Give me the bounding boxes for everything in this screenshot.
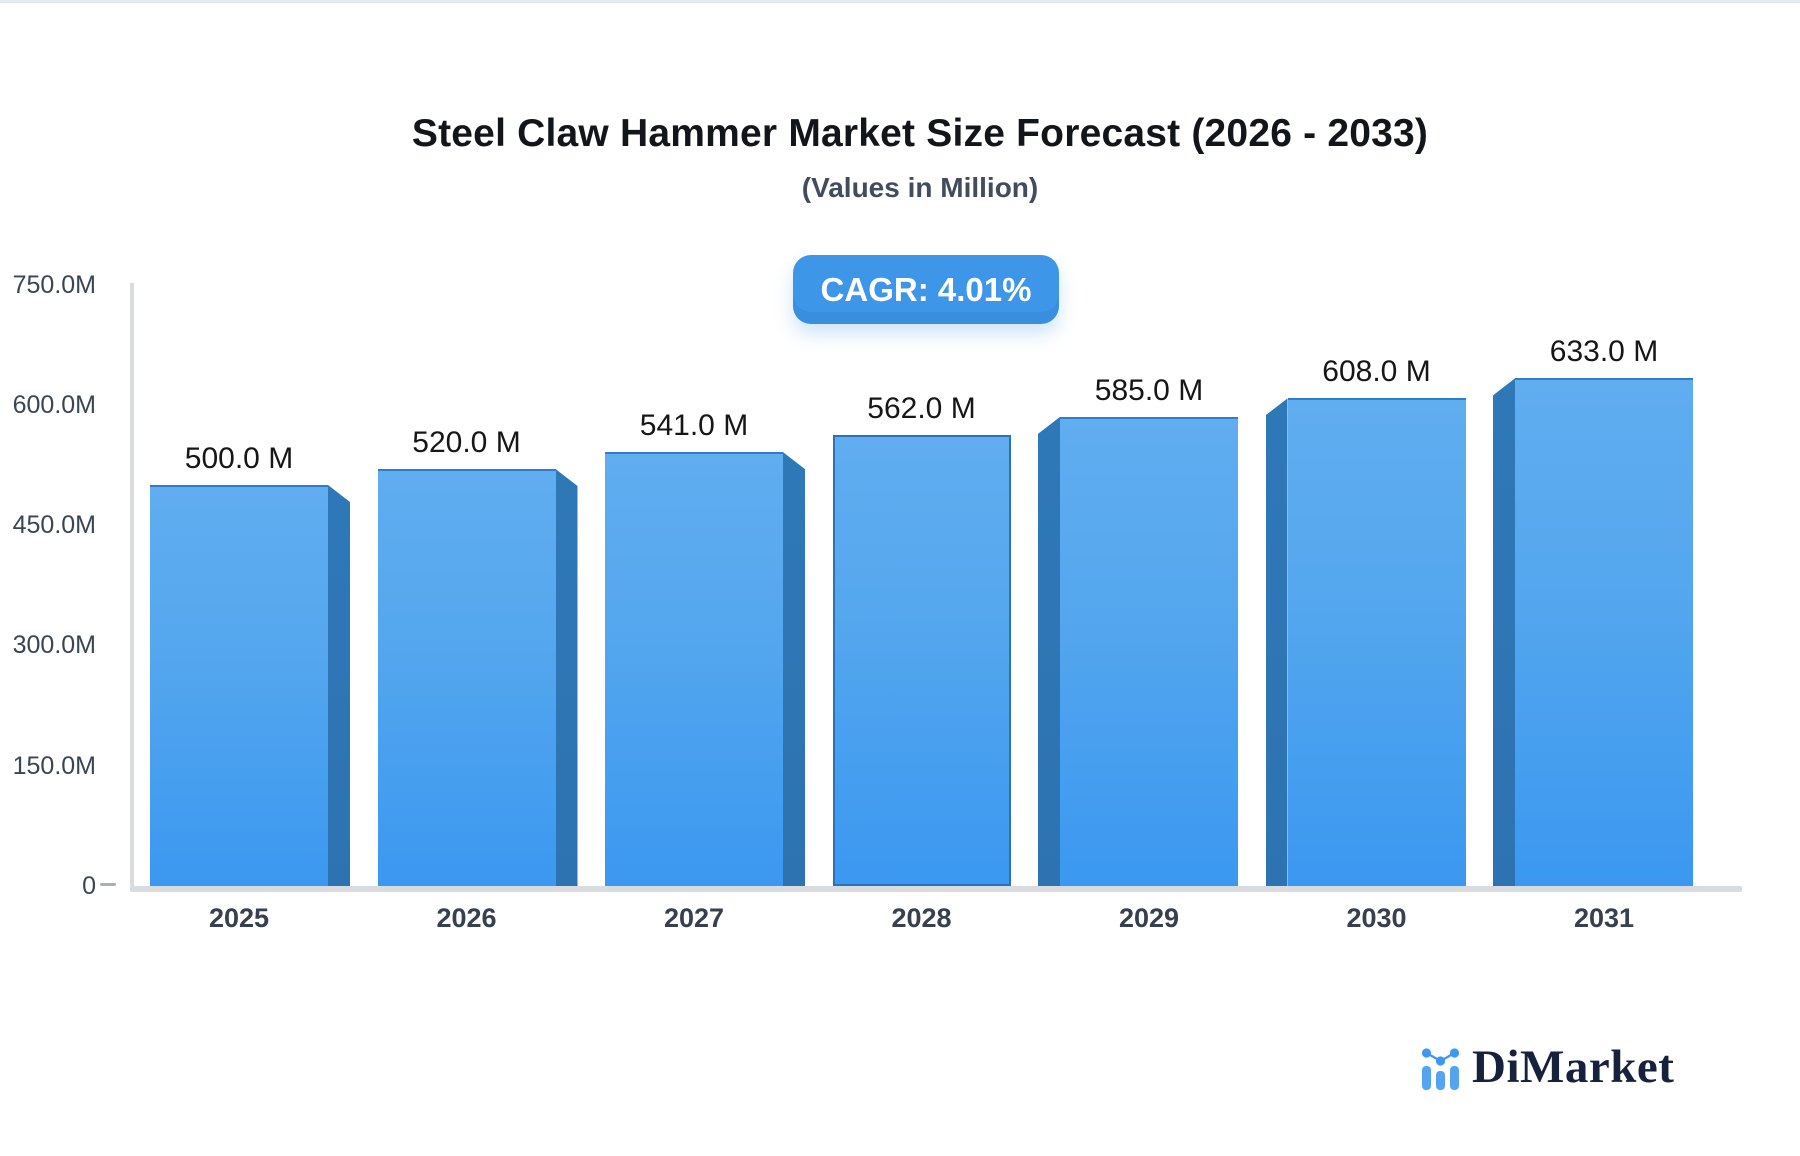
- bar-2027-3d-side: [783, 452, 805, 886]
- bar-2029[interactable]: [1060, 416, 1238, 886]
- chart-header: Steel Claw Hammer Market Size Forecast (…: [60, 0, 1780, 208]
- y-axis-label-150.0M: 150.0M: [12, 751, 96, 780]
- bar-2030-3d-side: [1265, 398, 1288, 886]
- y-axis-label-600.0M: 600.0M: [12, 390, 96, 419]
- x-axis-label-2026: 2026: [436, 903, 497, 933]
- bar-2027[interactable]: [605, 452, 783, 886]
- chart-subtitle: (Values in Million): [801, 172, 1039, 203]
- brand-logo: DiMarket: [1420, 1040, 1674, 1092]
- y-axis-zero-tick: [100, 883, 116, 886]
- chart-title: Steel Claw Hammer Market Size Forecast (…: [411, 112, 1429, 155]
- y-axis-label-450.0M: 450.0M: [12, 511, 96, 540]
- brand-name: DiMarket: [1472, 1041, 1675, 1093]
- page-top-border: [0, 0, 1800, 3]
- bar-value-2025: 500.0 M: [184, 442, 294, 475]
- x-axis-label-2029: 2029: [1118, 903, 1180, 933]
- bar-value-2026: 520.0 M: [412, 425, 521, 459]
- bar-2025-3d-side: [328, 485, 350, 886]
- y-axis-label-0: 0: [82, 872, 96, 900]
- y-axis-label-750.0M: 750.0M: [12, 270, 96, 299]
- cagr-badge: CAGR: 4.01%: [793, 255, 1059, 324]
- bar-2031[interactable]: [1515, 378, 1693, 886]
- y-axis-line: [130, 283, 134, 886]
- x-axis-label-2025: 2025: [208, 903, 270, 933]
- x-axis-label-2027: 2027: [663, 903, 725, 933]
- bar-value-2029: 585.0 M: [1094, 373, 1204, 407]
- x-axis-baseline: [130, 886, 1742, 892]
- x-axis-label-2028: 2028: [891, 903, 952, 933]
- x-axis-label-2031: 2031: [1573, 903, 1635, 933]
- bar-2026[interactable]: [377, 468, 556, 886]
- bar-2028[interactable]: [832, 435, 1011, 886]
- bar-2025[interactable]: [150, 485, 328, 886]
- bar-2029-3d-side: [1038, 416, 1060, 886]
- x-axis-label-2030: 2030: [1346, 903, 1407, 933]
- brand-logo-icon: [1421, 1048, 1460, 1090]
- bar-2031-3d-side: [1493, 378, 1515, 886]
- bar-2030[interactable]: [1287, 398, 1466, 886]
- bar-value-2028: 562.0 M: [867, 392, 976, 426]
- bar-value-2031: 633.0 M: [1549, 335, 1659, 369]
- bar-value-2030: 608.0 M: [1322, 355, 1431, 389]
- bar-value-2027: 541.0 M: [639, 409, 749, 443]
- y-axis-label-300.0M: 300.0M: [12, 631, 96, 660]
- bar-2026-3d-side: [555, 468, 578, 886]
